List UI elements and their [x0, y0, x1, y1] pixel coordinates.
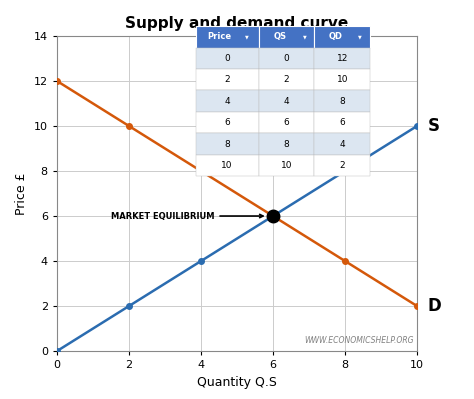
Text: 4: 4	[284, 97, 289, 106]
Text: 8: 8	[224, 140, 230, 148]
Text: 10: 10	[281, 161, 292, 170]
Bar	[259, 26, 314, 47]
Bar	[259, 133, 314, 155]
Bar	[314, 133, 370, 155]
Text: WWW.ECONOMICSHELP.ORG: WWW.ECONOMICSHELP.ORG	[304, 336, 413, 345]
Text: 2: 2	[284, 75, 289, 84]
Bar	[314, 69, 370, 91]
Text: 6: 6	[283, 118, 290, 127]
Bar	[196, 112, 259, 133]
Text: 2: 2	[224, 75, 230, 84]
Bar	[259, 91, 314, 112]
Bar	[196, 69, 259, 91]
Text: ▼: ▼	[302, 34, 306, 40]
Text: 12: 12	[337, 54, 348, 63]
Bar	[259, 69, 314, 91]
Text: 6: 6	[339, 118, 345, 127]
Text: 0: 0	[224, 54, 230, 63]
Text: 10: 10	[221, 161, 233, 170]
Bar	[196, 133, 259, 155]
Text: MARKET EQUILIBRIUM: MARKET EQUILIBRIUM	[111, 211, 263, 221]
Text: 4: 4	[339, 140, 345, 148]
Text: ▼: ▼	[358, 34, 362, 40]
Title: Supply and demand curve: Supply and demand curve	[126, 16, 348, 31]
Text: 6: 6	[224, 118, 230, 127]
Text: D: D	[428, 297, 442, 315]
Bar	[314, 155, 370, 176]
Bar	[196, 91, 259, 112]
Text: 0: 0	[283, 54, 290, 63]
Text: Price: Price	[208, 32, 232, 41]
Text: S: S	[428, 117, 440, 135]
Text: 8: 8	[283, 140, 290, 148]
Text: 2: 2	[339, 161, 345, 170]
Bar	[196, 26, 259, 47]
Text: ▼: ▼	[246, 34, 249, 40]
Y-axis label: Price £: Price £	[15, 172, 28, 215]
Text: QD: QD	[328, 32, 343, 41]
Bar	[314, 47, 370, 69]
Bar	[259, 47, 314, 69]
Text: 10: 10	[337, 75, 348, 84]
Text: QS: QS	[273, 32, 286, 41]
Bar	[259, 155, 314, 176]
Bar	[314, 112, 370, 133]
Bar	[196, 47, 259, 69]
Bar	[196, 155, 259, 176]
Bar	[259, 112, 314, 133]
X-axis label: Quantity Q.S: Quantity Q.S	[197, 376, 277, 389]
Bar	[314, 26, 370, 47]
Text: 4: 4	[224, 97, 230, 106]
Text: 8: 8	[339, 97, 345, 106]
Bar	[314, 91, 370, 112]
